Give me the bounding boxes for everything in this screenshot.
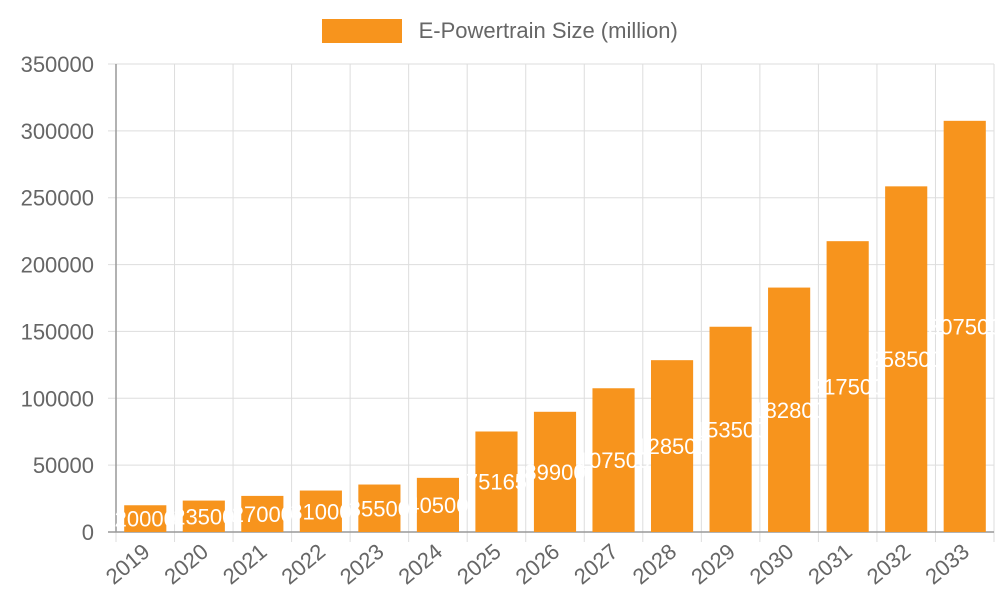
legend: E-Powertrain Size (million) (0, 18, 1000, 44)
data-label: 258500 (869, 347, 942, 372)
data-label: 153500 (694, 417, 767, 442)
bar (182, 500, 225, 532)
data-label: 75165 (466, 470, 527, 495)
x-tick-label: 2031 (803, 539, 857, 590)
data-label: 182800 (752, 398, 825, 423)
data-label: 40500 (407, 493, 468, 518)
bar (943, 120, 986, 532)
bar (768, 287, 811, 532)
y-tick-label: 200000 (21, 253, 94, 278)
legend-swatch (322, 19, 403, 43)
bar (241, 495, 284, 532)
x-tick-label: 2032 (862, 539, 916, 590)
bar (650, 360, 694, 532)
x-tick-label: 2020 (159, 539, 213, 590)
y-tick-label: 300000 (21, 119, 94, 144)
bar (358, 484, 401, 532)
data-label: 217500 (811, 375, 884, 400)
y-tick-label: 0 (82, 520, 94, 545)
x-tick-label: 2021 (218, 539, 272, 590)
x-tick-label: 2023 (335, 539, 389, 590)
bar (885, 186, 928, 532)
y-tick-label: 250000 (21, 186, 94, 211)
bar (592, 388, 635, 532)
bar (299, 490, 342, 532)
data-label: 31000 (290, 499, 351, 524)
bar (533, 411, 577, 532)
x-tick-label: 2028 (628, 539, 682, 590)
legend-label: E-Powertrain Size (million) (418, 18, 678, 43)
x-tick-label: 2025 (452, 539, 506, 590)
x-tick-label: 2019 (101, 539, 155, 590)
y-tick-label: 150000 (21, 319, 94, 344)
data-label: 35500 (349, 496, 410, 521)
data-label: 20000 (115, 507, 176, 532)
data-label: 307500 (928, 314, 1000, 339)
y-tick-label: 100000 (21, 386, 94, 411)
bar (416, 477, 460, 532)
data-label: 107500 (577, 448, 650, 473)
x-tick-label: 2026 (511, 539, 565, 590)
x-tick-label: 2030 (745, 539, 799, 590)
y-tick-label: 50000 (33, 453, 94, 478)
data-label: 128500 (635, 434, 708, 459)
bar (475, 431, 518, 532)
data-label: 27000 (232, 502, 293, 527)
x-tick-label: 2022 (277, 539, 331, 590)
x-tick-label: 2029 (686, 539, 740, 590)
y-tick-label: 350000 (21, 52, 94, 77)
x-tick-label: 2027 (569, 539, 623, 590)
x-tick-label: 2033 (920, 539, 974, 590)
bar (826, 241, 869, 532)
data-label: 23500 (173, 504, 234, 529)
bar (709, 326, 752, 532)
bar (124, 505, 167, 532)
data-label: 89900 (524, 460, 585, 485)
x-tick-label: 2024 (394, 539, 448, 590)
